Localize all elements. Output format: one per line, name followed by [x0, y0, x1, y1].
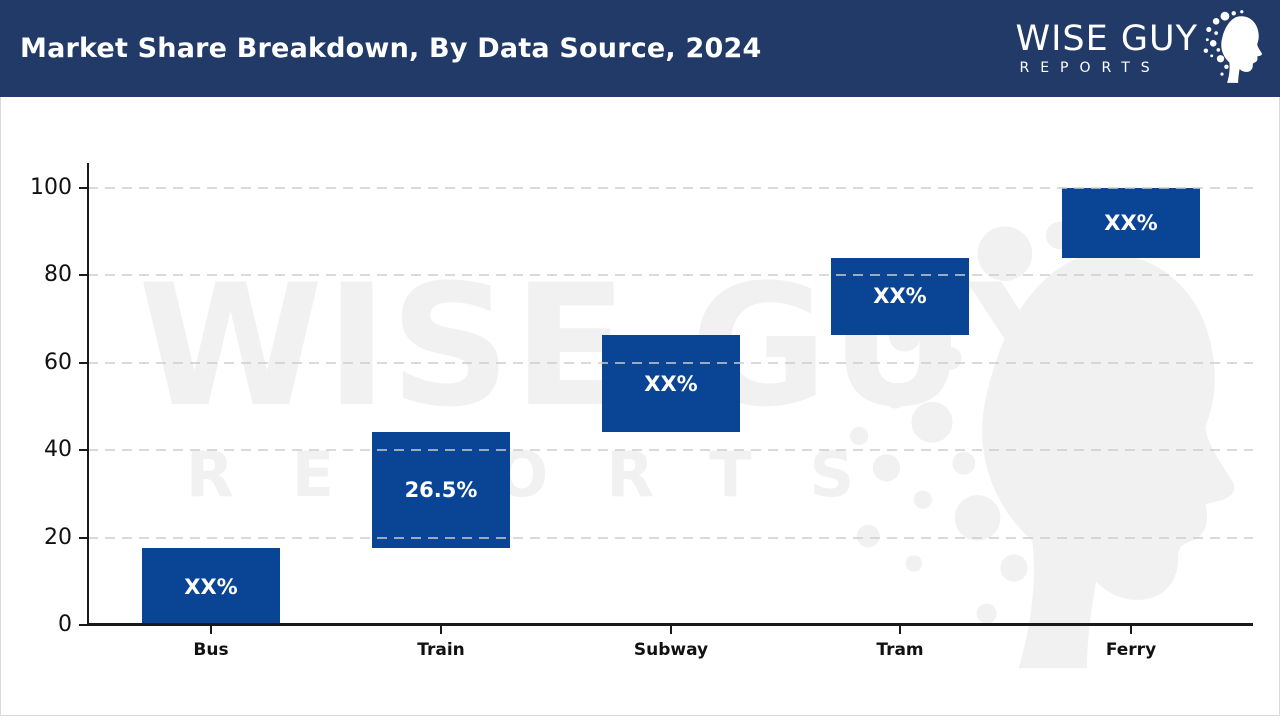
x-axis-line — [87, 623, 1253, 626]
y-tick-mark — [79, 624, 88, 626]
bar-subway — [602, 334, 740, 433]
y-tick-label: 20 — [44, 524, 72, 550]
bar-train — [372, 432, 510, 548]
y-tick-mark — [79, 536, 88, 539]
y-tick-label: 80 — [44, 262, 72, 287]
y-tick-mark — [79, 186, 88, 189]
brand-subtitle: REPORTS — [1019, 60, 1161, 76]
gridline-20 — [88, 536, 1253, 539]
bar-value-label: 26.5% — [404, 478, 478, 503]
x-category-label-ferry: Ferry — [1105, 640, 1157, 660]
y-tick-mark — [79, 449, 88, 451]
brand-logo: WISE GUY REPORTS — [1015, 8, 1266, 90]
y-tick-mark — [79, 361, 88, 364]
gridline-100 — [88, 186, 1253, 189]
gridline-40 — [88, 449, 1253, 451]
gridline-80 — [88, 274, 1253, 276]
y-axis-line — [87, 163, 89, 626]
header-bar: Market Share Breakdown, By Data Source, … — [0, 0, 1280, 97]
brand-head-icon — [1200, 8, 1266, 90]
x-category-label-bus: Bus — [193, 640, 229, 660]
y-tick-mark — [79, 274, 88, 276]
x-tick-mark — [899, 626, 901, 634]
page-title: Market Share Breakdown, By Data Source, … — [20, 33, 762, 64]
x-category-label-train: Train — [417, 640, 465, 660]
bar-value-label: XX% — [184, 574, 238, 599]
gridline-60 — [88, 361, 1253, 364]
x-tick-mark — [440, 626, 442, 634]
bar-value-label: XX% — [1104, 210, 1158, 235]
bar-value-label: XX% — [644, 371, 698, 396]
bar-ferry — [1062, 187, 1200, 258]
x-tick-mark — [1130, 626, 1132, 634]
x-category-label-subway: Subway — [633, 640, 709, 660]
bar-bus — [142, 548, 280, 625]
brand-wordmark: WISE GUY REPORTS — [1015, 19, 1198, 76]
watermark-line2: REPORTS — [186, 438, 913, 511]
x-category-label-tram: Tram — [876, 640, 924, 660]
bar-tram — [831, 257, 969, 335]
y-tick-label: 40 — [44, 437, 72, 462]
y-tick-label: 60 — [44, 349, 72, 375]
bar-value-label: XX% — [873, 284, 927, 309]
brand-name: WISE GUY — [1015, 19, 1198, 59]
y-tick-label: 100 — [30, 174, 72, 200]
x-tick-mark — [670, 626, 672, 634]
y-tick-label: 0 — [58, 612, 72, 637]
x-tick-mark — [210, 626, 212, 634]
